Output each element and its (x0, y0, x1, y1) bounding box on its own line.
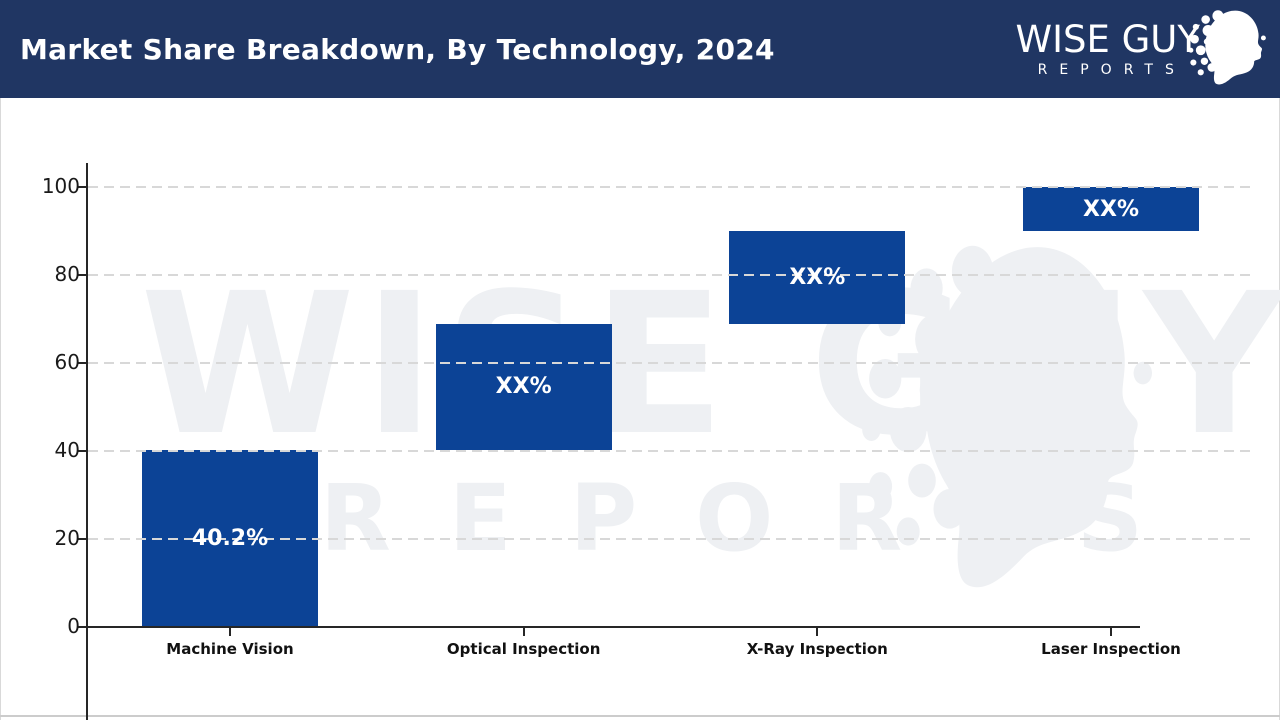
brand-logo-text: WISE GUY REPORTS (1016, 21, 1200, 78)
y-tick-mark (78, 538, 86, 540)
bar-optical-inspection (435, 323, 612, 451)
x-tick-mark (522, 628, 525, 636)
bar-value-label: XX% (495, 374, 552, 400)
y-tick-mark (78, 186, 86, 188)
bar-laser-inspection (1023, 187, 1199, 231)
brand-logo: WISE GUY REPORTS (1016, 2, 1272, 96)
gridline (88, 186, 1253, 188)
y-tick-label: 20 (54, 526, 80, 550)
bottom-border (0, 715, 1280, 717)
gridline (88, 362, 1253, 364)
bar-value-label: 40.2% (191, 526, 269, 552)
gridline (88, 538, 1253, 540)
y-axis-line (86, 163, 88, 720)
gridline (88, 450, 1253, 452)
x-category-label: Machine Vision (166, 640, 294, 658)
bar-x-ray-inspection (729, 231, 906, 324)
y-tick-label: 40 (54, 438, 80, 462)
brand-name: WISE GUY (1015, 17, 1200, 61)
y-tick-label: 100 (41, 174, 80, 198)
gridline (88, 274, 1253, 276)
x-tick-mark (1110, 628, 1112, 636)
y-tick-mark (78, 362, 86, 364)
header: Market Share Breakdown, By Technology, 2… (0, 0, 1280, 98)
plot-area: 0 20 40 60 80 100 40.2% Machine Vision XX% Optica… (0, 98, 1280, 720)
page-title: Market Share Breakdown, By Technology, 2… (20, 32, 775, 66)
y-tick-label: 60 (54, 350, 80, 374)
x-category-label: X-Ray Inspection (746, 640, 888, 658)
bar-value-label: XX% (789, 264, 846, 290)
x-tick-mark (229, 628, 231, 636)
brand-head-icon (1188, 10, 1266, 85)
x-tick-mark (816, 628, 819, 636)
y-tick-mark (78, 450, 86, 452)
brand-subname: REPORTS (1037, 61, 1186, 78)
y-tick-label: 0 (67, 614, 80, 638)
y-tick-label: 80 (54, 262, 80, 286)
y-tick-mark (78, 626, 86, 628)
x-category-label: Optical Inspection (446, 640, 601, 658)
x-axis-line (86, 626, 1140, 628)
left-border (0, 98, 1, 720)
x-category-label: Laser Inspection (1041, 640, 1181, 658)
bar-value-label: XX% (1083, 196, 1139, 222)
y-tick-mark (78, 274, 86, 276)
